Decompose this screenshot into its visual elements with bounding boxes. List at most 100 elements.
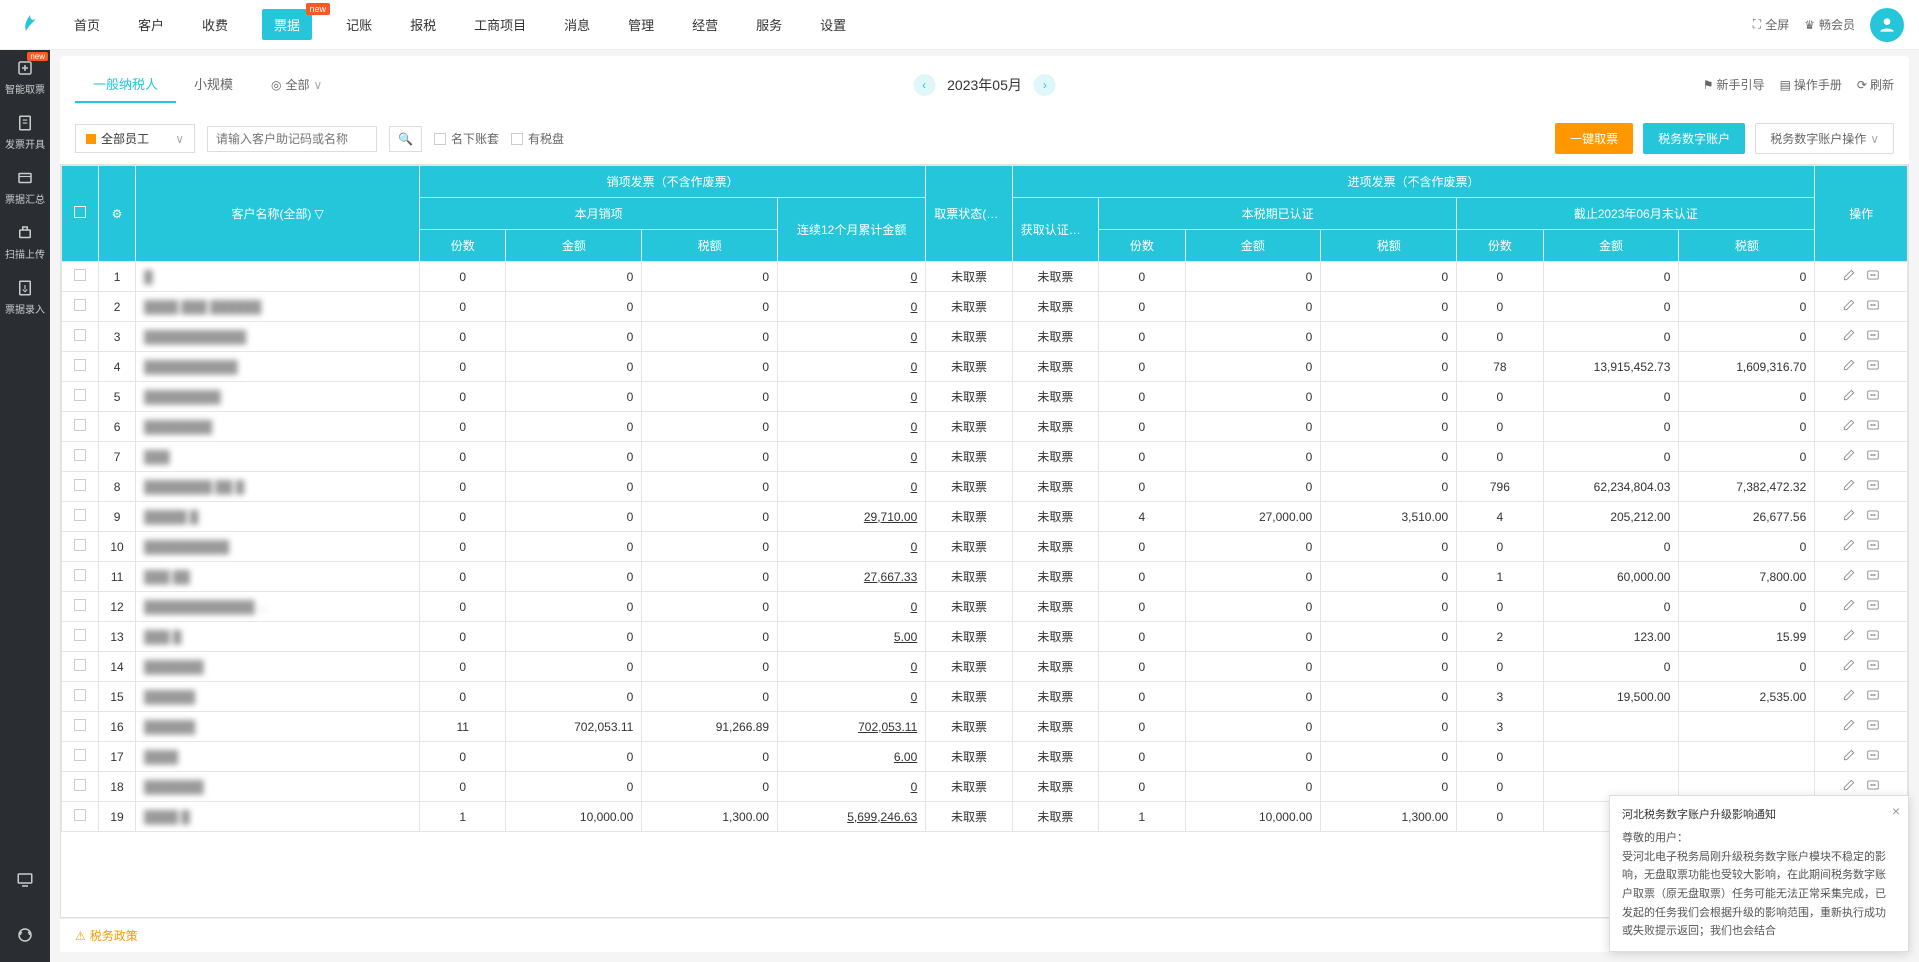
detail-icon[interactable] [1866,478,1880,495]
sidebar-item-1[interactable]: 发票开具 [0,105,50,160]
row-checkbox[interactable] [62,592,99,622]
cumulative-link[interactable]: 0 [778,292,926,322]
customer-name[interactable]: ███ [136,442,420,472]
detail-icon[interactable] [1866,538,1880,555]
edit-icon[interactable] [1842,508,1856,525]
refresh-link[interactable]: ⟳刷新 [1857,76,1894,93]
customer-name[interactable]: ███ ██ [136,562,420,592]
nav-item-4[interactable]: 记账 [342,9,376,40]
prev-period-button[interactable]: ‹ [913,74,935,96]
logo[interactable] [15,10,45,40]
customer-name[interactable]: ███████ [136,772,420,802]
tab-0[interactable]: 一般纳税人 [75,66,176,103]
cumulative-link[interactable]: 0 [778,442,926,472]
edit-icon[interactable] [1842,598,1856,615]
tax-policy-link[interactable]: ⚠税务政策 [75,927,138,944]
row-checkbox[interactable] [62,772,99,802]
row-checkbox[interactable] [62,622,99,652]
cumulative-link[interactable]: 0 [778,472,926,502]
nav-item-2[interactable]: 收费 [198,9,232,40]
row-checkbox[interactable] [62,412,99,442]
sidebar-item-2[interactable]: 票据汇总 [0,160,50,215]
scope-select[interactable]: ◎全部∨ [271,76,322,93]
customer-name[interactable]: ██████ [136,712,420,742]
nav-item-9[interactable]: 经营 [688,9,722,40]
nav-item-7[interactable]: 消息 [560,9,594,40]
customer-name[interactable]: ████████ ██ █ [136,472,420,502]
nav-item-3[interactable]: 票据new [262,9,312,40]
customer-name[interactable]: ████ [136,742,420,772]
detail-icon[interactable] [1866,778,1880,795]
edit-icon[interactable] [1842,748,1856,765]
detail-icon[interactable] [1866,658,1880,675]
customer-name[interactable]: ██████████ [136,532,420,562]
cumulative-link[interactable]: 0 [778,262,926,292]
customer-name[interactable]: █████████████ ... [136,592,420,622]
nav-item-8[interactable]: 管理 [624,9,658,40]
search-input[interactable] [207,126,377,152]
close-icon[interactable]: × [1892,800,1900,824]
edit-icon[interactable] [1842,388,1856,405]
cert-status-header[interactable]: 获取认证状态(全部)▽ [1012,198,1098,262]
fetch-status-header[interactable]: 取票状态(全部)▽ [926,166,1012,262]
cumulative-link[interactable]: 0 [778,532,926,562]
edit-icon[interactable] [1842,268,1856,285]
cumulative-link[interactable]: 702,053.11 [778,712,926,742]
customer-name[interactable]: ████ █ [136,802,420,832]
row-checkbox[interactable] [62,472,99,502]
row-checkbox[interactable] [62,682,99,712]
select-all-checkbox[interactable] [62,166,99,262]
row-checkbox[interactable] [62,532,99,562]
sidebar-item-0[interactable]: 智能取票new [0,50,50,105]
detail-icon[interactable] [1866,718,1880,735]
cumulative-link[interactable]: 0 [778,412,926,442]
nav-item-11[interactable]: 设置 [816,9,850,40]
row-checkbox[interactable] [62,322,99,352]
customer-name[interactable]: ███████ [136,652,420,682]
cumulative-link[interactable]: 27,667.33 [778,562,926,592]
detail-icon[interactable] [1866,688,1880,705]
detail-icon[interactable] [1866,508,1880,525]
row-checkbox[interactable] [62,802,99,832]
detail-icon[interactable] [1866,418,1880,435]
detail-icon[interactable] [1866,388,1880,405]
fullscreen-button[interactable]: ⛶全屏 [1753,16,1789,33]
row-checkbox[interactable] [62,292,99,322]
manual-link[interactable]: ▤操作手册 [1780,76,1842,93]
row-checkbox[interactable] [62,562,99,592]
edit-icon[interactable] [1842,328,1856,345]
detail-icon[interactable] [1866,568,1880,585]
cumulative-link[interactable]: 5.00 [778,622,926,652]
edit-icon[interactable] [1842,688,1856,705]
nav-item-0[interactable]: 首页 [70,9,104,40]
row-checkbox[interactable] [62,442,99,472]
customer-name[interactable]: ████ ███ ██████ [136,292,420,322]
edit-icon[interactable] [1842,478,1856,495]
digital-ops-button[interactable]: 税务数字账户操作∨ [1755,123,1894,154]
has-disk-checkbox[interactable]: 有税盘 [511,130,564,147]
cumulative-link[interactable]: 6.00 [778,742,926,772]
edit-icon[interactable] [1842,448,1856,465]
edit-icon[interactable] [1842,298,1856,315]
search-button[interactable]: 🔍 [389,126,422,152]
cumulative-link[interactable]: 0 [778,682,926,712]
row-checkbox[interactable] [62,262,99,292]
detail-icon[interactable] [1866,448,1880,465]
edit-icon[interactable] [1842,778,1856,795]
edit-icon[interactable] [1842,568,1856,585]
customer-name[interactable]: ███ █ [136,622,420,652]
detail-icon[interactable] [1866,628,1880,645]
cumulative-link[interactable]: 29,710.00 [778,502,926,532]
detail-icon[interactable] [1866,328,1880,345]
row-checkbox[interactable] [62,652,99,682]
digital-account-button[interactable]: 税务数字账户 [1643,123,1745,154]
row-checkbox[interactable] [62,712,99,742]
detail-icon[interactable] [1866,748,1880,765]
customer-header[interactable]: 客户名称(全部)▽ [136,166,420,262]
cumulative-link[interactable]: 5,699,246.63 [778,802,926,832]
detail-icon[interactable] [1866,298,1880,315]
cumulative-link[interactable]: 0 [778,352,926,382]
guide-link[interactable]: ⚑新手引导 [1703,76,1765,93]
nav-item-1[interactable]: 客户 [134,9,168,40]
customer-name[interactable]: ████████████ [136,322,420,352]
